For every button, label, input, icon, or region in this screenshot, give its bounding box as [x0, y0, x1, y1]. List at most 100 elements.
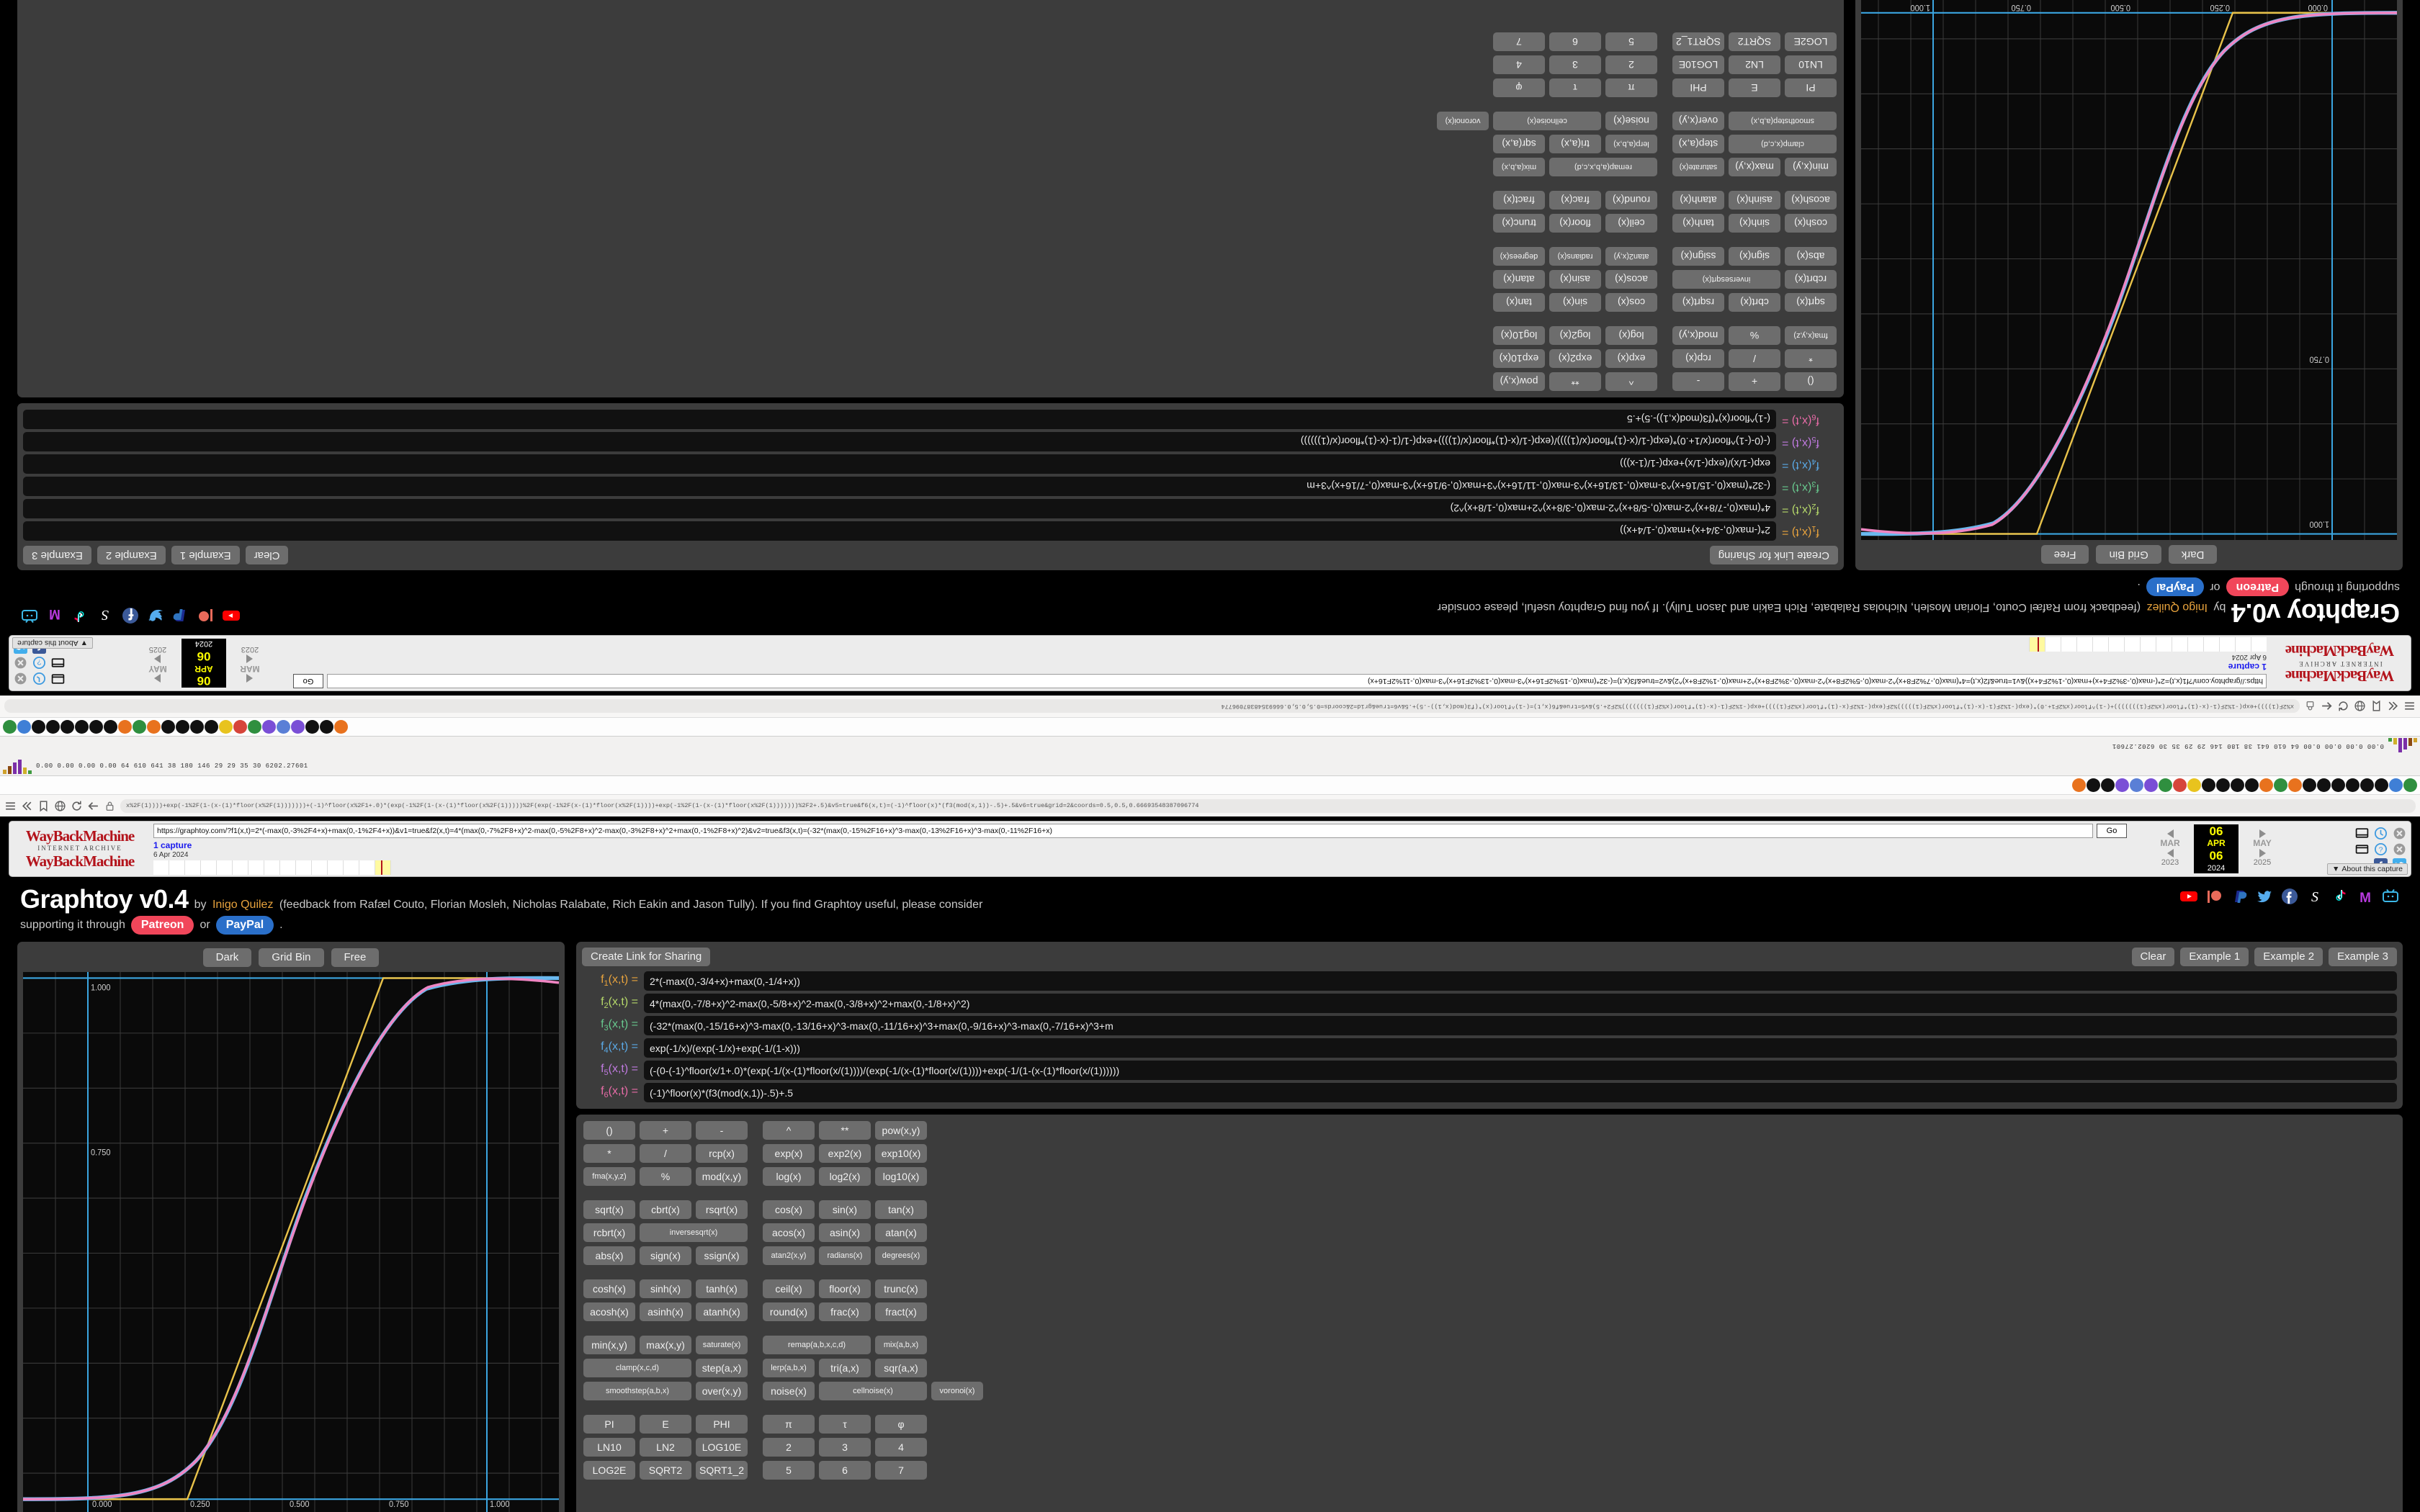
- keypad-button-minxy[interactable]: min(x,y): [583, 1336, 635, 1354]
- tab-favicon[interactable]: [2317, 778, 2331, 792]
- clear-button[interactable]: Clear: [2131, 948, 2175, 966]
- shadertoy-icon[interactable]: S: [2305, 887, 2324, 906]
- year-next[interactable]: 2025: [2253, 858, 2272, 868]
- twitter-icon[interactable]: [2255, 887, 2274, 906]
- keypad-button-voronoix[interactable]: voronoi(x): [931, 1382, 983, 1400]
- prev-arrow-icon[interactable]: [2166, 829, 2174, 839]
- formula-input[interactable]: (-1)^floor(x)*(f3(mod(x,1))-.5)+.5: [23, 410, 1776, 429]
- keypad-button-sqrt2[interactable]: SQRT2: [1729, 32, 1780, 51]
- tab-favicon[interactable]: [104, 720, 117, 734]
- timeline-bin[interactable]: [169, 860, 185, 875]
- keypad-button-sqrax[interactable]: sqr(a,x): [1493, 135, 1545, 153]
- tab-favicon[interactable]: [2173, 778, 2187, 792]
- keypad-button-noisex[interactable]: noise(x): [763, 1382, 815, 1400]
- tab-favicon[interactable]: [190, 720, 204, 734]
- close-icon-2[interactable]: [2393, 842, 2406, 856]
- tab-favicon[interactable]: [3, 720, 17, 734]
- wayback-url-input[interactable]: https://graphtoy.com/?f1(x,t)=2*(-max(0,…: [153, 823, 2093, 838]
- timeline-bin[interactable]: [217, 860, 233, 875]
- keypad-button-cbrtx[interactable]: cbrt(x): [640, 1200, 691, 1219]
- bookmark-icon[interactable]: [2370, 701, 2383, 713]
- keypad-button-rcbrtx[interactable]: rcbrt(x): [1785, 270, 1837, 289]
- keypad-button-sqrt12[interactable]: SQRT1_2: [696, 1461, 748, 1480]
- keypad-button-6[interactable]: 6: [1549, 32, 1601, 51]
- keypad-button-[interactable]: -: [696, 1121, 748, 1140]
- formula-toolbar[interactable]: Create Link for Sharing Clear Example 1 …: [23, 545, 1838, 565]
- keypad-button-clampxcd[interactable]: clamp(x,c,d): [583, 1359, 691, 1377]
- timetravel-icon[interactable]: [32, 672, 46, 686]
- keypad-button-[interactable]: +: [640, 1121, 691, 1140]
- keypad-button-acoshx[interactable]: acosh(x): [1785, 191, 1837, 210]
- keypad-button-tanx[interactable]: tan(x): [875, 1200, 927, 1219]
- keypad-button-fmaxyz[interactable]: fma(x,y,z): [583, 1167, 635, 1186]
- year-prev[interactable]: 2023: [2161, 858, 2179, 868]
- browser-url-row[interactable]: x%2F(1))))+exp(-1%2F(1-(x-(1)*floor(x%2F…: [0, 795, 2420, 816]
- keypad-button-maxxy[interactable]: max(x,y): [1729, 158, 1780, 176]
- keypad-button-sinx[interactable]: sin(x): [819, 1200, 871, 1219]
- tab-favicon[interactable]: [2346, 778, 2360, 792]
- keypad-button-rsqrtx[interactable]: rsqrt(x): [696, 1200, 748, 1219]
- timeline-bin[interactable]: [2187, 637, 2203, 652]
- youtube-icon[interactable]: [222, 606, 241, 625]
- keypad-button-rsqrtx[interactable]: rsqrt(x): [1672, 293, 1724, 312]
- keypad-button-[interactable]: **: [819, 1121, 871, 1140]
- timeline-bin[interactable]: [2140, 637, 2156, 652]
- wayback-url-row[interactable]: https://graphtoy.com/?f1(x,t)=2*(-max(0,…: [153, 823, 2127, 838]
- keypad-button-sqrtx[interactable]: sqrt(x): [1785, 293, 1837, 312]
- keypad-button-sqrax[interactable]: sqr(a,x): [875, 1359, 927, 1377]
- formula-input[interactable]: 2*(-max(0,-3/4+x)+max(0,-1/4+x)): [23, 521, 1776, 541]
- keypad-button-sqrt2[interactable]: SQRT2: [640, 1461, 691, 1480]
- keypad-button-cellnoisex[interactable]: cellnoise(x): [1493, 112, 1601, 130]
- menu-icon[interactable]: [4, 800, 17, 812]
- timeline-bin[interactable]: [2219, 637, 2235, 652]
- keypad-button-lerpabx[interactable]: lerp(a,b,x): [1605, 135, 1657, 153]
- wayback-actions-row-1[interactable]: [14, 672, 117, 686]
- calendar-prev-month[interactable]: MAR 2023: [228, 644, 272, 683]
- back-arrow-icon[interactable]: [87, 800, 99, 812]
- keypad-button-ssignx[interactable]: ssign(x): [696, 1246, 748, 1265]
- keypad-button-log10e[interactable]: LOG10E: [1672, 55, 1724, 74]
- keypad-button-maxxy[interactable]: max(x,y): [640, 1336, 691, 1354]
- keypad-button-tanx[interactable]: tan(x): [1493, 293, 1545, 312]
- keypad-button-[interactable]: %: [1729, 326, 1780, 345]
- keypad-button-[interactable]: π: [763, 1415, 815, 1434]
- keypad-button-pi[interactable]: PI: [1785, 78, 1837, 97]
- tab-favicon[interactable]: [334, 720, 348, 734]
- keypad-button-acosx[interactable]: acos(x): [763, 1223, 815, 1242]
- tiktok-icon[interactable]: [71, 606, 89, 625]
- graph-toolbar[interactable]: Dark Grid Bin Free: [23, 948, 559, 968]
- timeline-bin[interactable]: [264, 860, 280, 875]
- example-3-button[interactable]: Example 3: [23, 546, 91, 564]
- example-3-button[interactable]: Example 3: [2329, 948, 2397, 966]
- keypad-button-rcpx[interactable]: rcp(x): [1672, 349, 1724, 368]
- wayback-go-button[interactable]: Go: [2097, 823, 2127, 838]
- theme-toggle-button[interactable]: Dark: [2168, 545, 2218, 564]
- keypad-button-noisex[interactable]: noise(x): [1605, 112, 1657, 130]
- tab-favicon[interactable]: [205, 720, 218, 734]
- keypad-button-coshx[interactable]: cosh(x): [583, 1279, 635, 1298]
- grid-toggle-button[interactable]: Grid Bin: [259, 948, 324, 967]
- keypad-button-cosx[interactable]: cos(x): [763, 1200, 815, 1219]
- tab-favicon[interactable]: [17, 720, 31, 734]
- keypad-button-exp10x[interactable]: exp10(x): [1493, 349, 1545, 368]
- tab-favicon[interactable]: [2144, 778, 2158, 792]
- tab-favicon[interactable]: [262, 720, 276, 734]
- close-icon[interactable]: [14, 672, 27, 686]
- keypad-button-acoshx[interactable]: acosh(x): [583, 1302, 635, 1321]
- keypad-button-ln2[interactable]: LN2: [640, 1438, 691, 1457]
- mastodon-icon[interactable]: M: [45, 606, 64, 625]
- timeline-bin[interactable]: [312, 860, 328, 875]
- formula-input[interactable]: exp(-1/x)/(exp(-1/x)+exp(-1/(1-x))): [644, 1038, 2397, 1058]
- keypad-button-5[interactable]: 5: [1605, 32, 1657, 51]
- browser-url-row[interactable]: x%2F(1))))+exp(-1%2F(1-(x-(1)*floor(x%2F…: [0, 696, 2420, 717]
- next-arrow-icon-2[interactable]: [2259, 849, 2266, 858]
- keypad-button-[interactable]: -: [1672, 372, 1724, 391]
- year-prev[interactable]: 2023: [241, 644, 259, 654]
- example-1-button[interactable]: Example 1: [2180, 948, 2249, 966]
- keypad-button-[interactable]: *: [583, 1144, 635, 1163]
- timeline-bin[interactable]: [2124, 637, 2140, 652]
- chevron-double-left-icon[interactable]: [2387, 701, 2399, 713]
- formula-input[interactable]: (-(0-(-1)^floor(x/1+.0)*(exp(-1/(x-(1)*f…: [23, 432, 1776, 451]
- keypad-button-cosx[interactable]: cos(x): [1605, 293, 1657, 312]
- address-bar[interactable]: x%2F(1))))+exp(-1%2F(1-(x-(1)*floor(x%2F…: [120, 798, 2416, 813]
